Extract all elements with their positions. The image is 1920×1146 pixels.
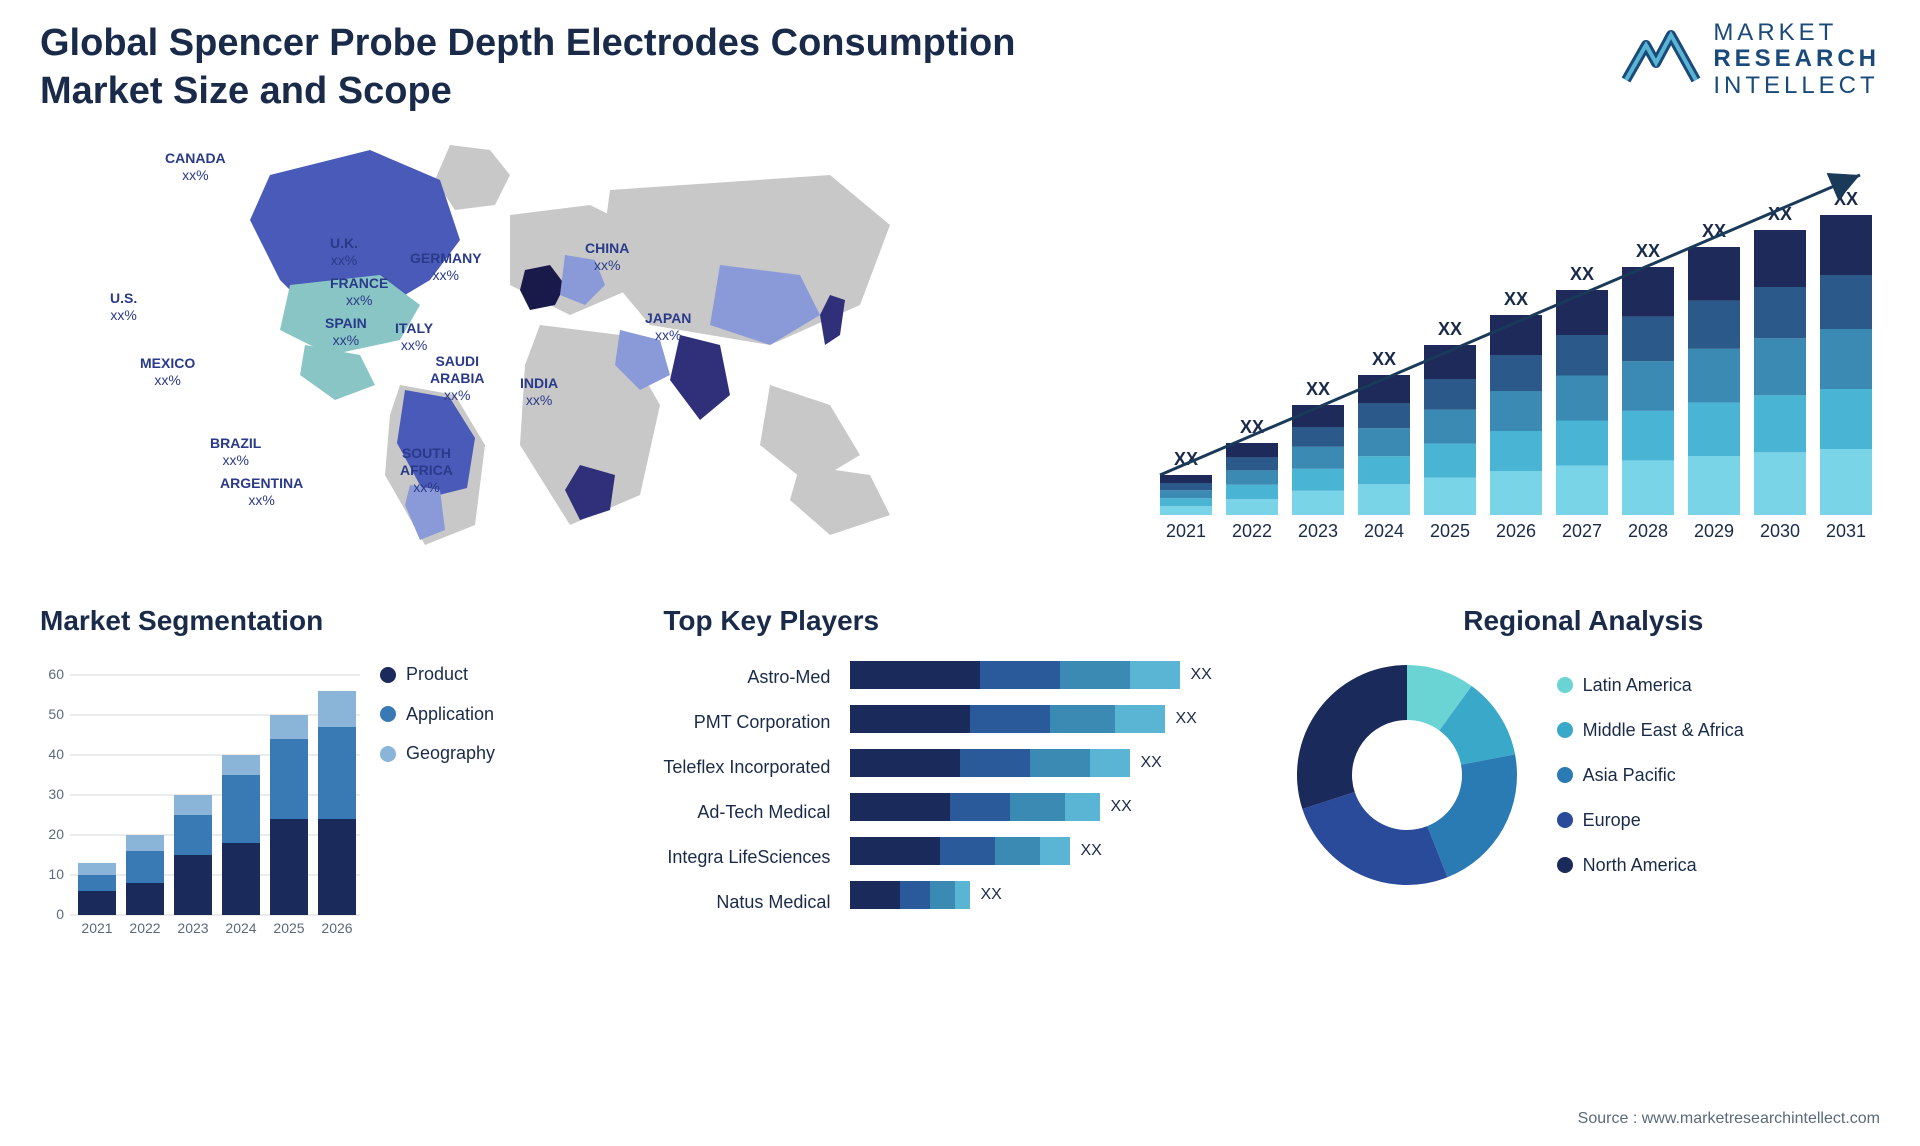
segmentation-title: Market Segmentation <box>40 605 633 637</box>
legend-item: Latin America <box>1557 663 1744 708</box>
map-label: FRANCExx% <box>330 275 388 309</box>
player-labels: Astro-MedPMT CorporationTeleflex Incorpo… <box>663 655 830 925</box>
map-label: JAPANxx% <box>645 310 691 344</box>
svg-text:2023: 2023 <box>177 920 208 936</box>
svg-text:XX: XX <box>1834 189 1858 209</box>
svg-text:2025: 2025 <box>273 920 304 936</box>
legend-item: Application <box>380 695 495 735</box>
svg-text:2027: 2027 <box>1562 521 1602 541</box>
map-label: SAUDIARABIAxx% <box>430 353 484 403</box>
legend-item: North America <box>1557 843 1744 888</box>
player-label: PMT Corporation <box>663 700 830 745</box>
map-label: MEXICOxx% <box>140 355 195 389</box>
svg-text:2024: 2024 <box>225 920 256 936</box>
player-label: Teleflex Incorporated <box>663 745 830 790</box>
svg-text:2021: 2021 <box>81 920 112 936</box>
player-label: Astro-Med <box>663 655 830 700</box>
regional-title: Regional Analysis <box>1287 605 1880 637</box>
svg-text:XX: XX <box>1504 289 1528 309</box>
map-label: INDIAxx% <box>520 375 558 409</box>
svg-text:30: 30 <box>48 786 64 802</box>
legend-item: Middle East & Africa <box>1557 708 1744 753</box>
map-label: SOUTHAFRICAxx% <box>400 445 453 495</box>
players-title: Top Key Players <box>663 605 1256 637</box>
map-label: U.S.xx% <box>110 290 137 324</box>
map-label: ARGENTINAxx% <box>220 475 303 509</box>
logo-text: MARKET RESEARCH INTELLECT <box>1713 20 1880 99</box>
map-label: CANADAxx% <box>165 150 226 184</box>
map-label: SPAINxx% <box>325 315 367 349</box>
segmentation-legend: ProductApplicationGeography <box>380 655 495 945</box>
map-label: BRAZILxx% <box>210 435 261 469</box>
player-bar-row: XX <box>850 703 1211 735</box>
player-label: Ad-Tech Medical <box>663 790 830 835</box>
map-svg <box>40 135 1100 555</box>
map-label: U.K.xx% <box>330 235 358 269</box>
svg-text:50: 50 <box>48 706 64 722</box>
players-panel: Top Key Players Astro-MedPMT Corporation… <box>663 605 1256 965</box>
legend-item: Europe <box>1557 798 1744 843</box>
svg-text:10: 10 <box>48 866 64 882</box>
svg-text:2028: 2028 <box>1628 521 1668 541</box>
svg-text:20: 20 <box>48 826 64 842</box>
svg-text:XX: XX <box>1306 379 1330 399</box>
world-map: CANADAxx% U.S.xx% MEXICOxx% BRAZILxx% ARGENT… <box>40 135 1100 555</box>
legend-item: Geography <box>380 734 495 774</box>
map-label: CHINAxx% <box>585 240 629 274</box>
svg-text:60: 60 <box>48 666 64 682</box>
svg-text:2026: 2026 <box>321 920 352 936</box>
svg-text:2026: 2026 <box>1496 521 1536 541</box>
page-title: Global Spencer Probe Depth Electrodes Co… <box>40 20 1040 115</box>
svg-text:2022: 2022 <box>1232 521 1272 541</box>
bottom-row: Market Segmentation 0 10 20 30 40 50 60 2021 202… <box>40 605 1880 965</box>
svg-text:2024: 2024 <box>1364 521 1404 541</box>
legend-item: Asia Pacific <box>1557 753 1744 798</box>
segmentation-panel: Market Segmentation 0 10 20 30 40 50 60 2021 202… <box>40 605 633 965</box>
logo-icon <box>1621 25 1701 95</box>
player-bar-row: XX <box>850 659 1211 691</box>
svg-text:0: 0 <box>56 906 64 922</box>
segmentation-chart: 0 10 20 30 40 50 60 2021 2022 2023 2024 2025 2026 <box>40 655 360 945</box>
svg-text:2025: 2025 <box>1430 521 1470 541</box>
svg-text:2030: 2030 <box>1760 521 1800 541</box>
svg-text:2029: 2029 <box>1694 521 1734 541</box>
svg-text:2022: 2022 <box>129 920 160 936</box>
player-bar-row: XX <box>850 791 1211 823</box>
header: Global Spencer Probe Depth Electrodes Co… <box>40 20 1880 115</box>
player-bars: XX XX XX XX XX XX <box>850 655 1211 925</box>
svg-text:2021: 2021 <box>1166 521 1206 541</box>
player-bar-row: XX <box>850 747 1211 779</box>
player-bar-row: XX <box>850 835 1211 867</box>
svg-text:2031: 2031 <box>1826 521 1866 541</box>
regional-legend: Latin AmericaMiddle East & AfricaAsia Pa… <box>1557 663 1744 888</box>
players-body: Astro-MedPMT CorporationTeleflex Incorpo… <box>663 655 1256 925</box>
map-label: ITALYxx% <box>395 320 433 354</box>
svg-text:XX: XX <box>1372 349 1396 369</box>
svg-text:XX: XX <box>1636 241 1660 261</box>
svg-text:40: 40 <box>48 746 64 762</box>
brand-logo: MARKET RESEARCH INTELLECT <box>1621 20 1880 99</box>
growth-chart: XX 2021 XX 2022 XX 2023 XX 2024 XX 2025 XX 2026 XX 20… <box>1140 135 1880 555</box>
svg-text:2023: 2023 <box>1298 521 1338 541</box>
legend-item: Product <box>380 655 495 695</box>
growth-chart-svg: XX 2021 XX 2022 XX 2023 XX 2024 XX 2025 XX 2026 XX 20… <box>1140 135 1880 555</box>
source-text: Source : www.marketresearchintellect.com <box>1578 1110 1880 1128</box>
segmentation-body: 0 10 20 30 40 50 60 2021 2022 2023 2024 2025 2026 Pr… <box>40 655 633 945</box>
map-label: GERMANYxx% <box>410 250 482 284</box>
svg-text:XX: XX <box>1438 319 1462 339</box>
svg-text:XX: XX <box>1570 264 1594 284</box>
player-bar-row: XX <box>850 879 1211 911</box>
top-row: CANADAxx% U.S.xx% MEXICOxx% BRAZILxx% ARGENT… <box>40 135 1880 555</box>
regional-donut <box>1287 655 1527 895</box>
player-label: Integra LifeSciences <box>663 835 830 880</box>
player-label: Natus Medical <box>663 880 830 925</box>
regional-panel: Regional Analysis Latin AmericaMiddle Ea… <box>1287 605 1880 965</box>
regional-body: Latin AmericaMiddle East & AfricaAsia Pa… <box>1287 655 1880 895</box>
